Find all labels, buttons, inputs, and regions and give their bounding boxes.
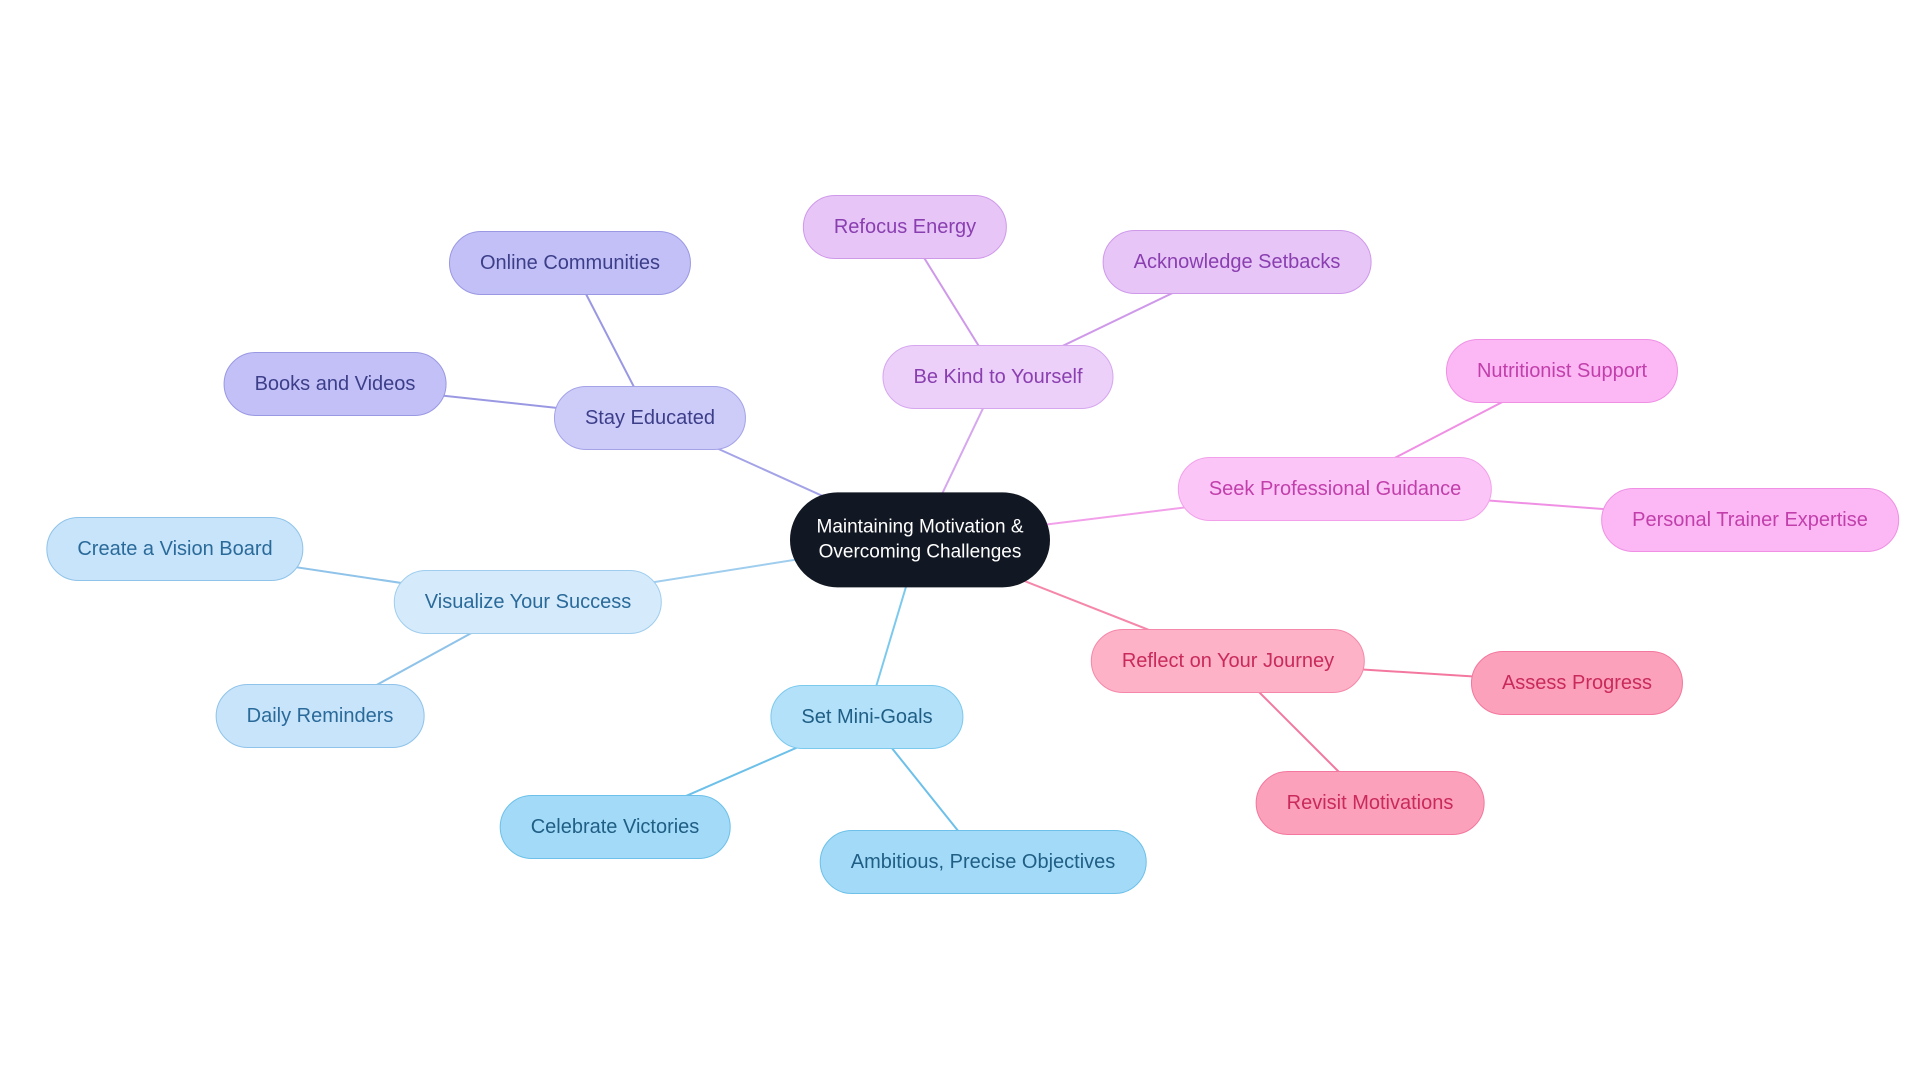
node-center[interactable]: Maintaining Motivation & Overcoming Chal…: [790, 492, 1050, 587]
node-label: Personal Trainer Expertise: [1632, 507, 1868, 533]
node-label: Stay Educated: [585, 405, 715, 431]
node-assess-progress[interactable]: Assess Progress: [1471, 651, 1683, 715]
node-label: Acknowledge Setbacks: [1134, 249, 1341, 275]
node-ambitious[interactable]: Ambitious, Precise Objectives: [820, 830, 1147, 894]
node-label: Reflect on Your Journey: [1122, 648, 1334, 674]
node-visualize[interactable]: Visualize Your Success: [394, 570, 662, 634]
node-label: Visualize Your Success: [425, 589, 631, 615]
node-reflect[interactable]: Reflect on Your Journey: [1091, 629, 1365, 693]
node-label: Daily Reminders: [247, 703, 394, 729]
node-nutritionist[interactable]: Nutritionist Support: [1446, 339, 1678, 403]
node-label: Assess Progress: [1502, 670, 1652, 696]
node-label: Ambitious, Precise Objectives: [851, 849, 1116, 875]
node-label: Nutritionist Support: [1477, 358, 1647, 384]
node-books-videos[interactable]: Books and Videos: [224, 352, 447, 416]
node-celebrate[interactable]: Celebrate Victories: [500, 795, 731, 859]
node-stay-educated[interactable]: Stay Educated: [554, 386, 746, 450]
node-label: Revisit Motivations: [1287, 790, 1454, 816]
mindmap-canvas: Maintaining Motivation & Overcoming Chal…: [0, 0, 1920, 1083]
node-label: Set Mini-Goals: [801, 704, 932, 730]
node-label: Celebrate Victories: [531, 814, 700, 840]
node-label: Refocus Energy: [834, 214, 976, 240]
node-revisit-motivations[interactable]: Revisit Motivations: [1256, 771, 1485, 835]
node-be-kind[interactable]: Be Kind to Yourself: [882, 345, 1113, 409]
node-online-communities[interactable]: Online Communities: [449, 231, 691, 295]
node-label: Online Communities: [480, 250, 660, 276]
node-label: Seek Professional Guidance: [1209, 476, 1461, 502]
node-daily-reminders[interactable]: Daily Reminders: [216, 684, 425, 748]
node-label: Create a Vision Board: [77, 536, 272, 562]
node-vision-board[interactable]: Create a Vision Board: [46, 517, 303, 581]
node-personal-trainer[interactable]: Personal Trainer Expertise: [1601, 488, 1899, 552]
node-ack-setbacks[interactable]: Acknowledge Setbacks: [1103, 230, 1372, 294]
node-mini-goals[interactable]: Set Mini-Goals: [770, 685, 963, 749]
node-label: Maintaining Motivation & Overcoming Chal…: [815, 515, 1025, 564]
node-refocus-energy[interactable]: Refocus Energy: [803, 195, 1007, 259]
node-label: Be Kind to Yourself: [913, 364, 1082, 390]
node-seek-prof[interactable]: Seek Professional Guidance: [1178, 457, 1492, 521]
node-label: Books and Videos: [255, 371, 416, 397]
